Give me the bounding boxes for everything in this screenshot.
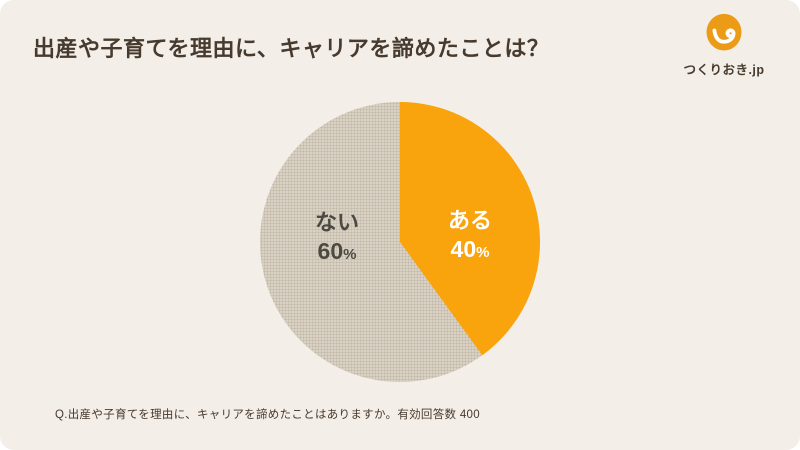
pie-slice-label-aru: ある 40% — [435, 207, 505, 265]
pie-slice-label-nai: ない 60% — [302, 209, 372, 267]
brand-logo: つくりおき.jp — [676, 12, 772, 78]
pie-slice-nai-name: ない — [314, 210, 359, 235]
page-title: 出産や子育てを理由に、キャリアを諦めたことは？ — [33, 36, 550, 61]
pie-slice-nai-number: 60 — [317, 238, 344, 265]
pie-slice-aru-percent-sign: % — [476, 244, 490, 262]
pie-chart: ある 40% ない 60% — [260, 102, 540, 382]
pie-slice-aru-value: 40% — [435, 235, 505, 264]
smile-swirl-icon — [706, 13, 742, 51]
pie-slice-aru-number: 40 — [450, 236, 477, 263]
survey-footnote: Q.出産や子育てを理由に、キャリアを諦めたことはありますか。有効回答数 400 — [55, 409, 480, 421]
pie-slice-nai-value: 60% — [302, 237, 372, 266]
brand-name: つくりおき.jp — [683, 63, 765, 77]
pie-slice-aru-name: ある — [447, 208, 492, 233]
pie-slice-nai-percent-sign: % — [343, 246, 357, 264]
